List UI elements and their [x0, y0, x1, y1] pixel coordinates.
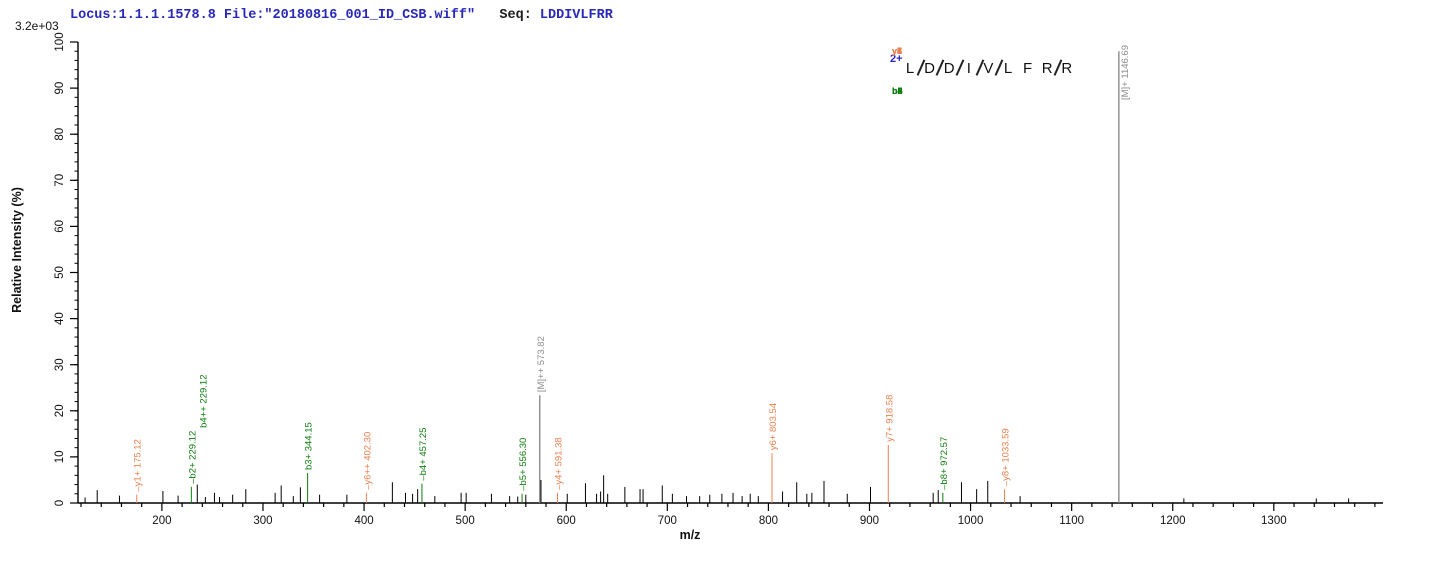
intensity-scale-note: 3.2e+03	[15, 19, 59, 33]
x-tick-label: 1100	[1059, 515, 1084, 527]
peak-label: b4++ 229.12	[198, 375, 209, 428]
y-tick-label: 20	[54, 404, 66, 417]
residue-letter: I	[966, 60, 971, 77]
x-tick-label: 800	[759, 515, 778, 527]
y-tick-label: 70	[54, 174, 66, 187]
residue-letter: V	[983, 60, 994, 77]
x-tick-label: 1000	[958, 515, 984, 527]
y-tick-label: 50	[54, 266, 66, 279]
residue-letter: R	[1041, 60, 1053, 77]
x-tick-label: 1300	[1261, 515, 1287, 527]
seq-label: Seq:	[499, 8, 532, 23]
peak-label: –y8+ 1033.59	[1001, 428, 1012, 486]
spectrum-header: Locus:1.1.1.1578.8 File:"20180816_001_ID…	[70, 8, 613, 23]
peak-label: –y1+ 175.12	[133, 439, 144, 492]
seq-value: LDDIVLFRR	[539, 8, 613, 23]
y-ion-label: y8	[892, 46, 903, 56]
peak-label: –b5+ 556.30	[518, 438, 529, 491]
x-tick-label: 700	[658, 515, 677, 527]
y-tick-label: 0	[54, 500, 66, 506]
b-ion-label: b3	[892, 86, 903, 96]
x-tick-label: 1200	[1160, 515, 1186, 527]
b-ion-label: b4	[892, 86, 903, 96]
x-tick-label: 400	[354, 515, 373, 527]
peak-label: y6+ 803.54	[768, 403, 779, 450]
y-tick-label: 80	[54, 128, 66, 141]
residue-letter: R	[1061, 60, 1073, 77]
y-tick-label: 40	[54, 312, 66, 325]
y-ion-label: y4	[892, 46, 903, 56]
y-tick-label: 90	[54, 82, 66, 95]
locus-file-text: Locus:1.1.1.1578.8 File:"20180816_001_ID…	[70, 8, 476, 23]
peak-label: b3+ 344.15	[304, 422, 315, 470]
y-ion-label: y7	[892, 46, 903, 56]
peak-label: –b2+ 229.12	[187, 431, 198, 484]
x-tick-label: 200	[152, 515, 171, 527]
peak-label: –y6++ 402.30	[362, 432, 373, 490]
peak-label: –b8+ 972.57	[939, 437, 950, 490]
y-tick-label: 30	[54, 358, 66, 371]
b-ion-label: b2	[892, 86, 903, 96]
y-tick-label: 100	[54, 32, 66, 51]
b-ion-label: b5	[892, 86, 903, 96]
y-tick-label: 60	[54, 220, 66, 233]
peak-label: [M]++ 573.82	[536, 336, 547, 392]
peak-label: y7+ 918.58	[884, 395, 895, 442]
residue-letter: F	[1023, 60, 1033, 77]
residue-letter: D	[943, 60, 955, 77]
peak-label: –b4+ 457.25	[418, 428, 429, 481]
x-axis-title: m/z	[679, 528, 701, 542]
y-tick-label: 10	[54, 451, 66, 464]
residue-letter: L	[905, 60, 915, 77]
peak-label: [M]+ 1146.69	[1120, 45, 1131, 100]
x-tick-label: 300	[253, 515, 272, 527]
peak-label: –y4+ 591.38	[554, 437, 565, 490]
x-tick-label: 900	[860, 515, 879, 527]
y-ion-label: y6	[892, 46, 903, 56]
precursor-charge-label: 2+	[890, 53, 903, 65]
x-tick-label: 500	[456, 515, 475, 527]
b-ion-label: b8	[892, 86, 903, 96]
residue-letter: L	[1003, 60, 1013, 77]
x-tick-label: 600	[557, 515, 576, 527]
residue-letter: D	[924, 60, 936, 77]
y-ion-label: y1	[892, 46, 903, 56]
